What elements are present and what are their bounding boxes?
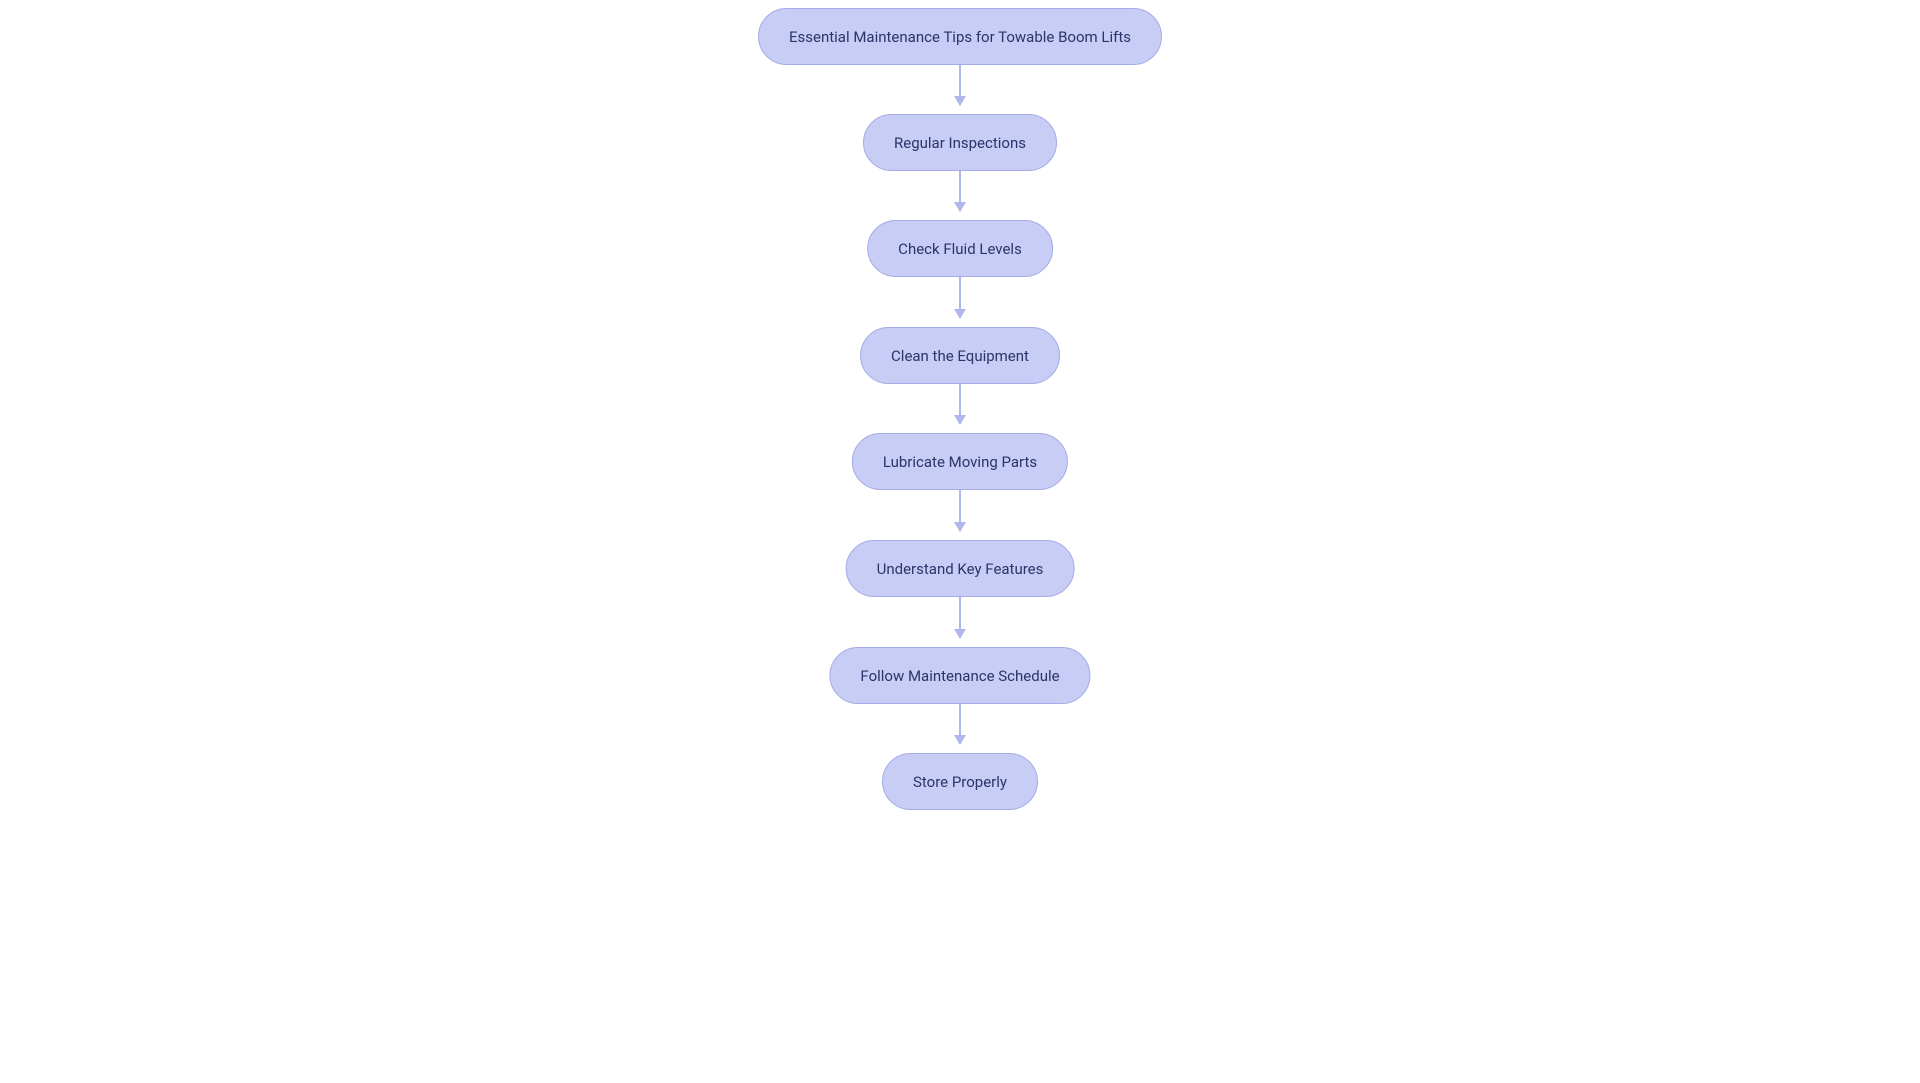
arrow-3-4 <box>959 384 961 424</box>
node-label: Essential Maintenance Tips for Towable B… <box>789 28 1131 46</box>
node-label: Regular Inspections <box>894 134 1026 152</box>
node-clean-equipment: Clean the Equipment <box>860 327 1060 384</box>
node-label: Clean the Equipment <box>891 347 1029 365</box>
node-store-properly: Store Properly <box>882 753 1038 810</box>
arrow-1-2 <box>959 171 961 211</box>
node-label: Check Fluid Levels <box>898 240 1022 258</box>
node-label: Lubricate Moving Parts <box>883 453 1037 471</box>
node-regular-inspections: Regular Inspections <box>863 114 1057 171</box>
node-label: Store Properly <box>913 773 1007 791</box>
node-maintenance-schedule: Follow Maintenance Schedule <box>829 647 1090 704</box>
node-lubricate-parts: Lubricate Moving Parts <box>852 433 1068 490</box>
arrow-2-3 <box>959 277 961 318</box>
node-label: Understand Key Features <box>877 560 1044 578</box>
node-label: Follow Maintenance Schedule <box>860 667 1059 685</box>
arrow-0-1 <box>959 65 961 105</box>
node-title: Essential Maintenance Tips for Towable B… <box>758 8 1162 65</box>
arrow-4-5 <box>959 490 961 531</box>
arrow-6-7 <box>959 704 961 744</box>
arrow-5-6 <box>959 597 961 638</box>
node-check-fluid-levels: Check Fluid Levels <box>867 220 1053 277</box>
node-understand-features: Understand Key Features <box>846 540 1075 597</box>
flowchart-container: Essential Maintenance Tips for Towable B… <box>0 0 1920 1083</box>
